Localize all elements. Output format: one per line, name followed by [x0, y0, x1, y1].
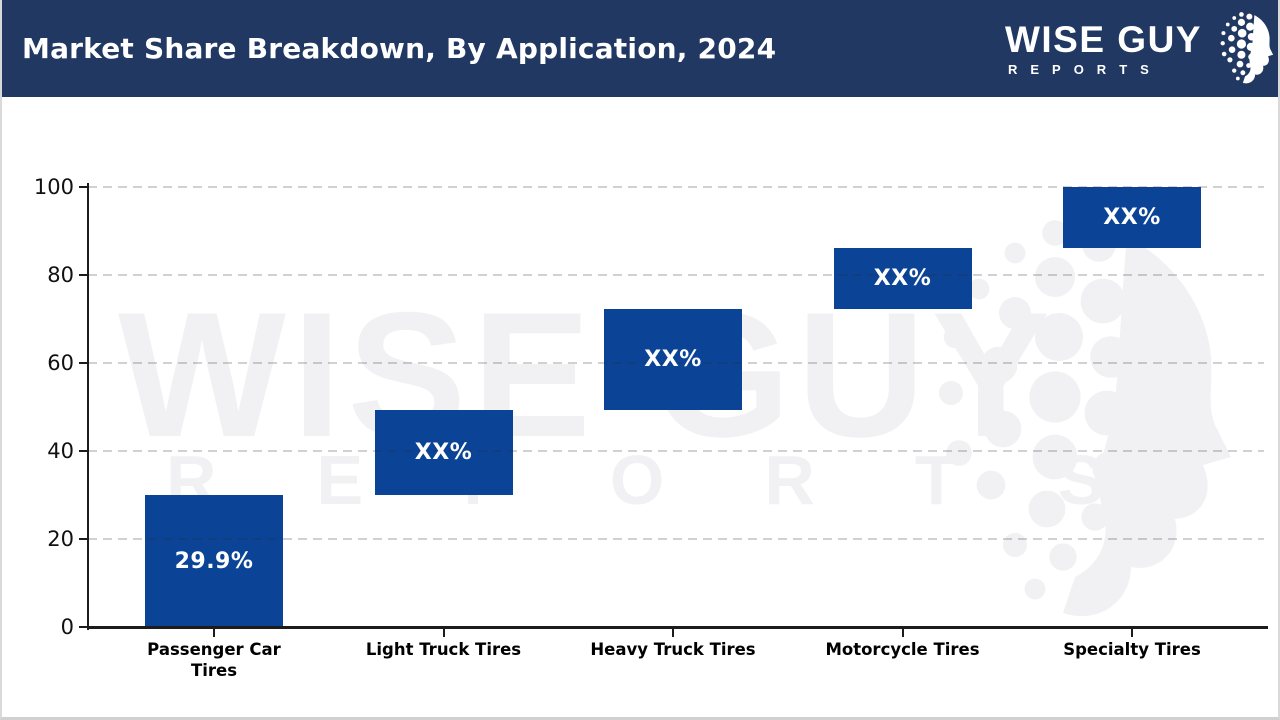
y-tick-label: 40 — [47, 439, 74, 463]
x-category-label: Motorcycle Tires — [825, 640, 980, 659]
bar-value-label: 29.9% — [174, 548, 254, 574]
gridline-80 — [88, 274, 1264, 276]
x-tick-2 — [442, 629, 445, 637]
bar-3: XX% — [604, 309, 742, 411]
y-tick-label: 60 — [47, 351, 74, 375]
bar-5: XX% — [1063, 187, 1201, 249]
y-tick-100 — [79, 186, 87, 188]
gridline-60 — [88, 362, 1264, 364]
x-tick-4 — [901, 629, 904, 637]
x-category-label: Light Truck Tires — [365, 640, 522, 659]
y-tick-label: 80 — [47, 263, 74, 287]
logo-text: WISE GUY REPORTS — [1005, 21, 1202, 77]
y-tick-80 — [79, 274, 87, 276]
x-category-label: Heavy Truck Tires — [590, 640, 756, 659]
wiseguy-logo: WISE GUY REPORTS — [1005, 9, 1278, 89]
bar-value-label: XX% — [644, 347, 702, 373]
bar-value-label: XX% — [1103, 205, 1161, 231]
bar-value-label: XX% — [414, 440, 473, 466]
x-axis-spine — [87, 626, 1268, 629]
x-tick-5 — [1131, 629, 1133, 637]
logo-subtext: REPORTS — [1007, 61, 1162, 77]
x-category-label: Passenger Car Tires — [147, 640, 281, 680]
bar-value-label: XX% — [873, 266, 932, 292]
y-tick-60 — [79, 362, 87, 364]
gridline-20 — [88, 538, 1264, 540]
y-tick-20 — [79, 538, 87, 540]
bar-4: XX% — [833, 248, 972, 310]
bar-2: XX% — [374, 410, 513, 496]
page-title: Market Share Breakdown, By Application, … — [22, 32, 777, 65]
y-axis-spine — [87, 183, 89, 630]
x-tick-1 — [213, 629, 215, 637]
bar-1: 29.9% — [145, 495, 283, 627]
y-tick-0 — [79, 626, 87, 628]
gridline-40 — [88, 450, 1264, 452]
y-tick-40 — [79, 450, 87, 452]
x-category-label: Specialty Tires — [1063, 640, 1201, 659]
header-bar: Market Share Breakdown, By Application, … — [2, 0, 1278, 97]
y-tick-label: 20 — [47, 527, 74, 551]
gridline-100 — [88, 186, 1264, 188]
logo-head-icon — [1220, 11, 1274, 83]
y-tick-label: 0 — [60, 615, 74, 639]
logo-wordmark: WISE GUY — [1004, 18, 1202, 60]
x-tick-3 — [672, 629, 674, 637]
y-tick-label: 100 — [33, 175, 74, 199]
